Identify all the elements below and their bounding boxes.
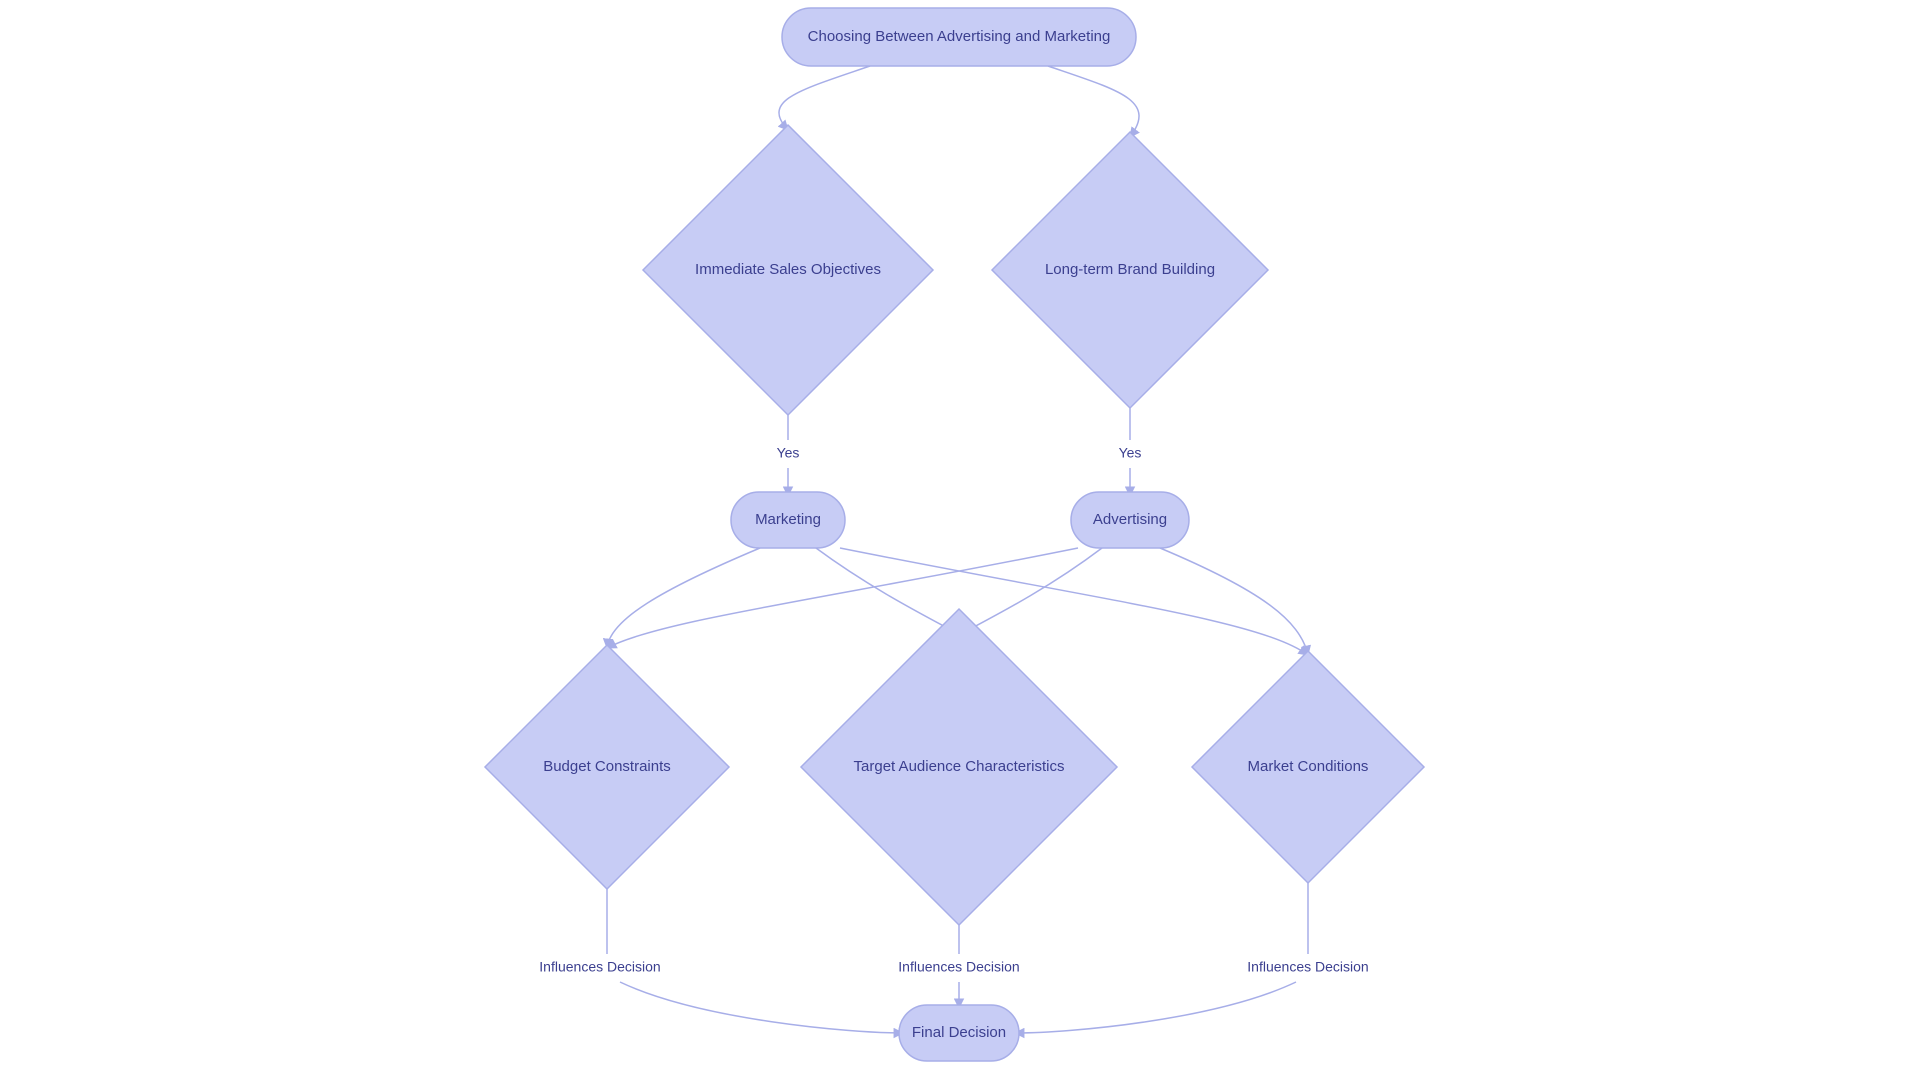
edge [779, 66, 870, 130]
edge [607, 548, 760, 648]
edge [1048, 66, 1139, 137]
edge-label: Influences Decision [539, 959, 660, 975]
node-start: Choosing Between Advertising and Marketi… [782, 8, 1136, 66]
edge [607, 548, 1078, 648]
edge-label: Yes [777, 445, 800, 461]
edge-label: Yes [1119, 445, 1142, 461]
node-label: Final Decision [912, 1024, 1006, 1041]
node-longterm: Long-term Brand Building [992, 132, 1268, 408]
node-label: Long-term Brand Building [1045, 261, 1215, 278]
node-immediate: Immediate Sales Objectives [643, 125, 933, 415]
node-label: Target Audience Characteristics [854, 758, 1065, 775]
node-final: Final Decision [899, 1005, 1019, 1061]
edge [840, 548, 1308, 655]
node-label: Choosing Between Advertising and Marketi… [808, 28, 1111, 45]
node-label: Budget Constraints [543, 758, 671, 775]
node-budget: Budget Constraints [485, 645, 729, 889]
node-label: Advertising [1093, 511, 1167, 528]
edge [1015, 982, 1296, 1033]
node-advertising: Advertising [1071, 492, 1189, 548]
node-label: Marketing [755, 511, 821, 528]
node-label: Market Conditions [1248, 758, 1369, 775]
edge [1160, 548, 1308, 655]
node-marketing: Marketing [731, 492, 845, 548]
node-label: Immediate Sales Objectives [695, 261, 881, 278]
edge-label: Influences Decision [898, 959, 1019, 975]
node-audience: Target Audience Characteristics [801, 609, 1117, 925]
node-market: Market Conditions [1192, 651, 1424, 883]
nodes-layer: Choosing Between Advertising and Marketi… [485, 8, 1424, 1061]
edge-label: Influences Decision [1247, 959, 1368, 975]
edge [620, 982, 903, 1033]
flowchart: Yes Yes Influences Decision Influences Deci… [0, 0, 1920, 1083]
